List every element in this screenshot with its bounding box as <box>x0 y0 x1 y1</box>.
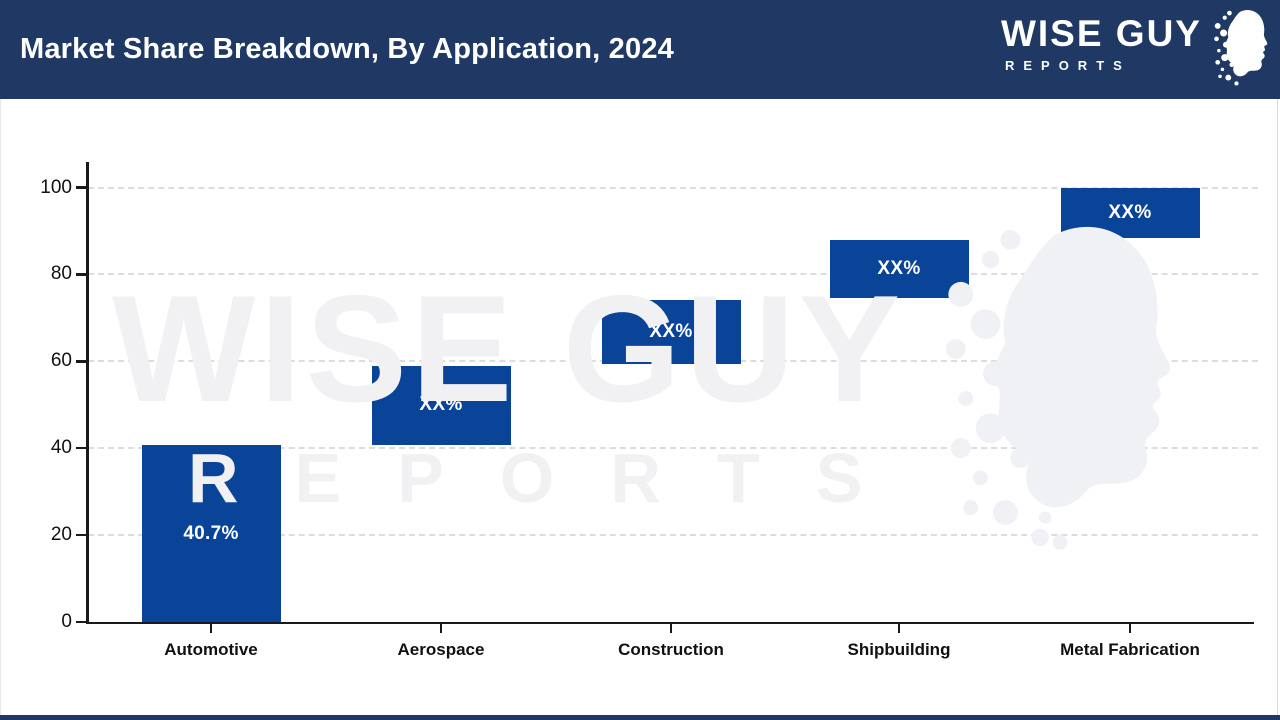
x-tick-metal-fabrication <box>1128 624 1132 633</box>
y-tick-100 <box>76 186 86 189</box>
logo-subtitle: REPORTS <box>1004 58 1131 73</box>
bar-automotive: 40.7% <box>141 445 281 622</box>
wiseguy-logo: WISE GUY REPORTS <box>1001 14 1202 74</box>
header-bar: Market Share Breakdown, By Application, … <box>0 0 1280 99</box>
x-label-construction: Construction <box>618 640 724 659</box>
page-title: Market Share Breakdown, By Application, … <box>20 33 674 65</box>
watermark-wiseguy-text: WISE GUY <box>112 264 905 434</box>
x-label-shipbuilding: Shipbuilding <box>847 640 951 659</box>
y-tick-label-80: 80 <box>50 263 72 285</box>
y-tick-label-0: 0 <box>61 611 72 632</box>
y-axis-line <box>86 162 89 624</box>
y-tick-label-40: 40 <box>50 437 72 459</box>
watermark-reports-text: REPORTS <box>188 439 919 517</box>
gridline-100 <box>88 186 1258 189</box>
x-tick-aerospace <box>439 624 443 633</box>
y-tick-label-60: 60 <box>50 350 72 372</box>
y-tick-60 <box>76 360 86 363</box>
x-tick-construction <box>669 624 673 633</box>
bar-aerospace: XX% <box>371 365 511 446</box>
bar-value-label-aerospace: XX% <box>419 394 463 416</box>
x-label-aerospace: Aerospace <box>397 640 485 659</box>
bar-value-label-construction: XX% <box>649 320 693 342</box>
logo-face-icon <box>1214 10 1268 86</box>
x-label-automotive: Automotive <box>164 640 258 659</box>
x-tick-shipbuilding <box>897 624 901 633</box>
bar-value-label-metal-fabrication: XX% <box>1108 201 1152 223</box>
bar-shipbuilding: XX% <box>829 239 969 299</box>
gridline-20 <box>88 534 1258 537</box>
footer-accent-strip <box>0 715 1280 720</box>
x-label-metal-fabrication: Metal Fabrication <box>1060 640 1200 659</box>
y-tick-40 <box>76 446 86 450</box>
x-tick-automotive <box>209 624 213 633</box>
gridline-40 <box>88 447 1258 450</box>
logo-wordmark: WISE GUY <box>1000 13 1202 54</box>
chart-canvas: WISE GUY REPORTS 0 20 40 60 80 100 40.7% Automo… <box>0 99 1278 715</box>
x-axis-line <box>86 621 1254 624</box>
bar-value-label-shipbuilding: XX% <box>877 257 921 279</box>
y-tick-0 <box>76 620 86 624</box>
y-tick-80 <box>76 273 86 276</box>
bar-construction: XX% <box>601 299 741 365</box>
y-tick-label-100: 100 <box>40 176 72 198</box>
watermark-face-logo-icon <box>945 226 1171 550</box>
y-tick-label-20: 20 <box>50 524 72 546</box>
gridline-80 <box>88 273 1258 276</box>
y-tick-20 <box>76 533 86 537</box>
bar-value-label-automotive: 40.7% <box>183 522 239 544</box>
